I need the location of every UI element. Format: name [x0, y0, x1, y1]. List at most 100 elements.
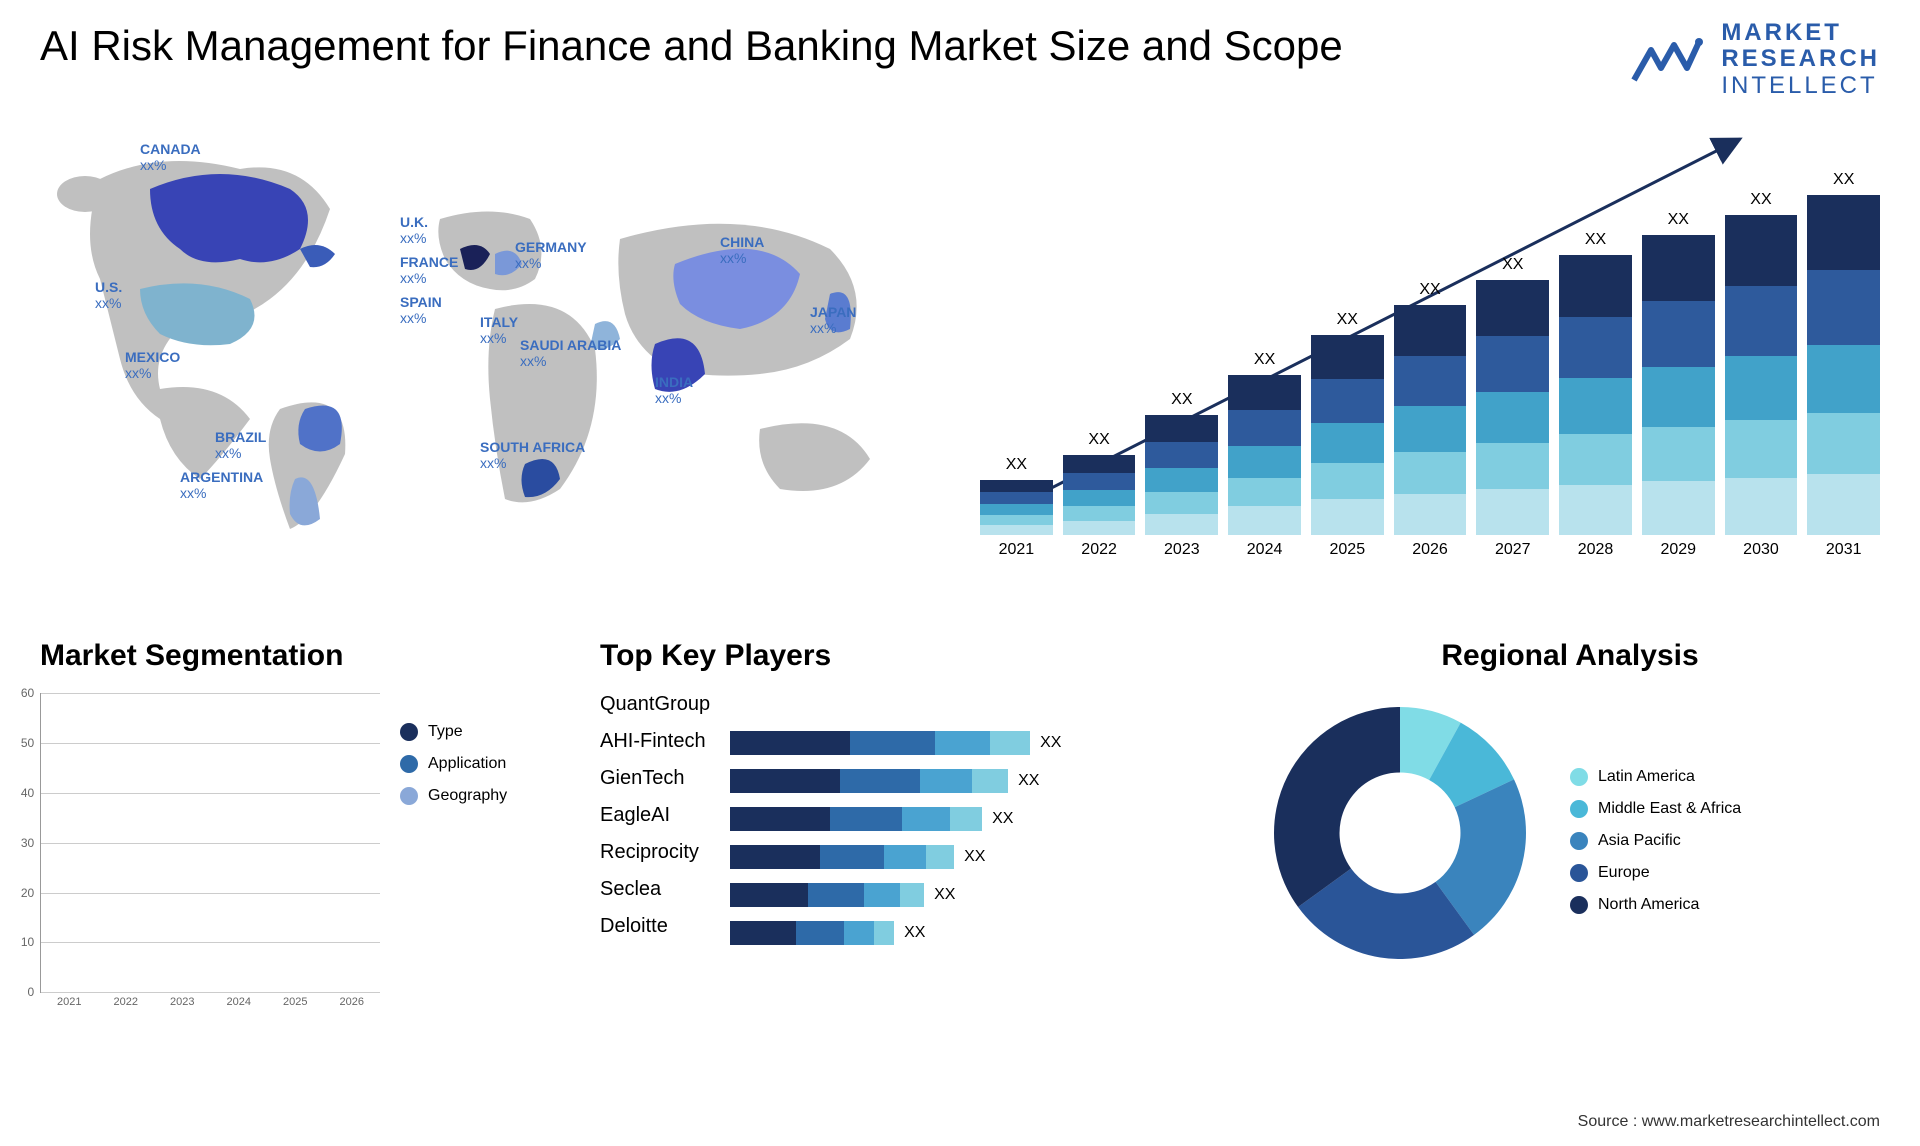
- keyplayer-row: XX: [730, 883, 1220, 907]
- growth-bars: XX2021XX2022XX2023XX2024XX2025XX2026XX20…: [980, 159, 1880, 559]
- legend-item: Type: [400, 723, 507, 741]
- keyplayer-row: [730, 693, 1220, 717]
- growth-bar-label: XX: [1502, 256, 1523, 274]
- logo-icon: [1629, 30, 1709, 90]
- donut-slice: [1274, 707, 1400, 907]
- growth-year-label: 2029: [1660, 541, 1696, 559]
- map-label: GERMANYxx%: [515, 239, 587, 271]
- keyplayer-value: XX: [904, 924, 925, 942]
- growth-bar: XX 2023: [1145, 391, 1218, 559]
- keyplayer-name: Seclea: [600, 878, 710, 901]
- growth-year-label: 2031: [1826, 541, 1862, 559]
- keyplayer-value: XX: [964, 848, 985, 866]
- keyplayer-name: GienTech: [600, 767, 710, 790]
- source-text: Source : www.marketresearchintellect.com: [1578, 1113, 1880, 1131]
- regional-panel: Regional Analysis Latin America Middle Ea…: [1260, 639, 1880, 993]
- growth-year-label: 2021: [999, 541, 1035, 559]
- map-label: CANADAxx%: [140, 141, 201, 173]
- seg-ylabel: 20: [21, 886, 34, 900]
- growth-bar: XX 2026: [1394, 281, 1467, 559]
- regional-title: Regional Analysis: [1260, 639, 1880, 673]
- seg-xlabel: 2023: [170, 996, 194, 1008]
- seg-xlabel: 2022: [114, 996, 138, 1008]
- growth-bar-label: XX: [1254, 351, 1275, 369]
- growth-bar-label: XX: [1668, 211, 1689, 229]
- keyplayer-name: Deloitte: [600, 915, 710, 938]
- map-label: JAPANxx%: [810, 304, 856, 336]
- segmentation-panel: Market Segmentation 01020304050602021202…: [40, 639, 560, 993]
- growth-year-label: 2026: [1412, 541, 1448, 559]
- map-label: BRAZILxx%: [215, 429, 266, 461]
- keyplayers-panel: Top Key Players QuantGroupAHI-FintechGie…: [600, 639, 1220, 993]
- seg-xlabel: 2021: [57, 996, 81, 1008]
- growth-year-label: 2030: [1743, 541, 1779, 559]
- growth-bar-label: XX: [1006, 456, 1027, 474]
- page-title: AI Risk Management for Finance and Banki…: [40, 20, 1343, 73]
- map-label: U.K.xx%: [400, 214, 428, 246]
- world-map: CANADAxx% U.S.xx% MEXICOxx% BRAZILxx% ARGENT…: [40, 119, 940, 599]
- growth-chart: XX2021XX2022XX2023XX2024XX2025XX2026XX20…: [980, 119, 1880, 599]
- growth-bar-label: XX: [1337, 311, 1358, 329]
- keyplayer-row: XX: [730, 731, 1220, 755]
- map-label: ITALYxx%: [480, 314, 518, 346]
- growth-bar-label: XX: [1171, 391, 1192, 409]
- logo-line3: INTELLECT: [1721, 73, 1880, 99]
- growth-year-label: 2023: [1164, 541, 1200, 559]
- keyplayer-name: EagleAI: [600, 804, 710, 827]
- growth-bar: XX2030: [1725, 191, 1798, 559]
- growth-bar: XX 2025: [1311, 311, 1384, 559]
- keyplayer-value: XX: [934, 886, 955, 904]
- legend-item: Middle East & Africa: [1570, 800, 1741, 818]
- legend-item: Europe: [1570, 864, 1741, 882]
- segmentation-legend: TypeApplicationGeography: [400, 723, 507, 993]
- map-label: CHINAxx%: [720, 234, 764, 266]
- seg-xlabel: 2026: [340, 996, 364, 1008]
- keyplayers-title: Top Key Players: [600, 639, 1220, 673]
- keyplayer-row: XX: [730, 921, 1220, 945]
- map-label: MEXICOxx%: [125, 349, 180, 381]
- keyplayer-value: XX: [1040, 734, 1061, 752]
- segmentation-title: Market Segmentation: [40, 639, 560, 673]
- regional-legend: Latin AmericaMiddle East & AfricaAsia Pa…: [1570, 768, 1741, 928]
- keyplayer-row: XX: [730, 845, 1220, 869]
- keyplayer-name: Reciprocity: [600, 841, 710, 864]
- growth-bar-label: XX: [1585, 231, 1606, 249]
- growth-bar: XX 2029: [1642, 211, 1715, 559]
- logo-line2: RESEARCH: [1721, 46, 1880, 72]
- legend-item: Geography: [400, 787, 507, 805]
- growth-year-label: 2028: [1578, 541, 1614, 559]
- growth-bar-label: XX: [1419, 281, 1440, 299]
- keyplayers-names: QuantGroupAHI-FintechGienTechEagleAIReci…: [600, 693, 710, 945]
- donut-chart: [1260, 693, 1540, 973]
- legend-item: Latin America: [1570, 768, 1741, 786]
- growth-year-label: 2025: [1330, 541, 1366, 559]
- map-label: U.S.xx%: [95, 279, 122, 311]
- map-label: SAUDI ARABIAxx%: [520, 337, 621, 369]
- keyplayer-row: XX: [730, 769, 1220, 793]
- keyplayer-row: XX: [730, 807, 1220, 831]
- map-label: SOUTH AFRICAxx%: [480, 439, 585, 471]
- logo: MARKET RESEARCH INTELLECT: [1629, 20, 1880, 99]
- legend-item: North America: [1570, 896, 1741, 914]
- seg-xlabel: 2024: [227, 996, 251, 1008]
- growth-year-label: 2024: [1247, 541, 1283, 559]
- keyplayer-value: XX: [992, 810, 1013, 828]
- growth-bar: XX 2021: [980, 456, 1053, 559]
- map-label: FRANCExx%: [400, 254, 458, 286]
- seg-ylabel: 40: [21, 786, 34, 800]
- growth-bar: XX 2024: [1228, 351, 1301, 559]
- keyplayer-name: QuantGroup: [600, 693, 710, 716]
- growth-bar-label: XX: [1833, 171, 1854, 189]
- growth-bar-label: XX: [1088, 431, 1109, 449]
- map-label: ARGENTINAxx%: [180, 469, 263, 501]
- seg-ylabel: 10: [21, 935, 34, 949]
- seg-ylabel: 0: [28, 985, 35, 999]
- segmentation-chart: 0102030405060202120222023202420252026: [40, 693, 380, 993]
- growth-bar: XX2022: [1063, 431, 1136, 559]
- growth-bar: XX 2028: [1559, 231, 1632, 559]
- map-label: INDIAxx%: [655, 374, 693, 406]
- growth-year-label: 2027: [1495, 541, 1531, 559]
- seg-ylabel: 50: [21, 736, 34, 750]
- seg-ylabel: 60: [21, 686, 34, 700]
- growth-bar: XX 2027: [1476, 256, 1549, 559]
